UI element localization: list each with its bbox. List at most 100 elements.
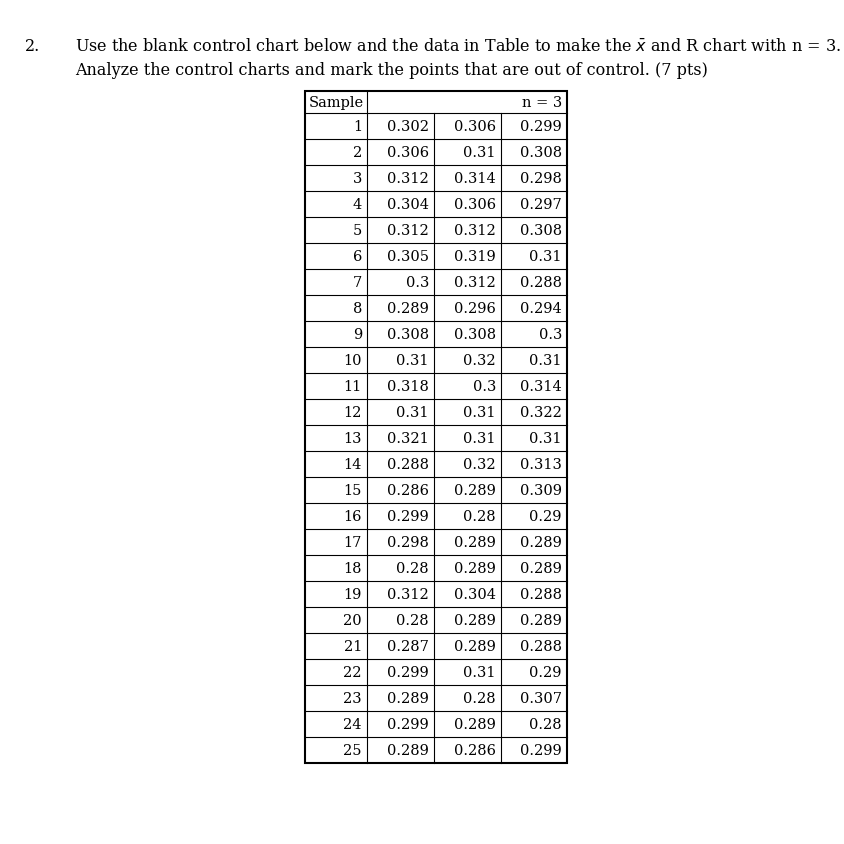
Text: 1: 1 [353, 120, 361, 134]
Text: 0.307: 0.307 [519, 691, 561, 706]
Text: Sample: Sample [309, 96, 364, 110]
Text: 0.289: 0.289 [453, 535, 495, 549]
Text: 0.304: 0.304 [387, 197, 429, 212]
Text: 0.297: 0.297 [520, 197, 561, 212]
Text: 8: 8 [352, 301, 361, 316]
Text: 0.289: 0.289 [453, 717, 495, 731]
Text: 0.308: 0.308 [519, 224, 561, 238]
Text: 0.289: 0.289 [520, 614, 561, 627]
Text: 0.286: 0.286 [387, 484, 429, 497]
Text: 0.288: 0.288 [387, 457, 429, 472]
Text: 0.31: 0.31 [463, 405, 495, 419]
Text: 0.309: 0.309 [519, 484, 561, 497]
Text: 0.28: 0.28 [463, 510, 495, 523]
Text: 0.31: 0.31 [463, 146, 495, 160]
Text: 0.319: 0.319 [454, 250, 495, 263]
Text: 23: 23 [343, 691, 361, 706]
Text: 10: 10 [344, 354, 361, 368]
Text: 0.31: 0.31 [529, 431, 561, 446]
Text: 0.298: 0.298 [520, 172, 561, 186]
Text: 0.299: 0.299 [387, 717, 429, 731]
Text: 14: 14 [344, 457, 361, 472]
Text: 0.31: 0.31 [529, 250, 561, 263]
Text: 0.321: 0.321 [387, 431, 429, 446]
Text: 7: 7 [352, 276, 361, 289]
Text: 0.308: 0.308 [453, 327, 495, 342]
Text: 21: 21 [344, 639, 361, 653]
Text: 0.313: 0.313 [520, 457, 561, 472]
Text: 0.312: 0.312 [454, 276, 495, 289]
Text: 0.288: 0.288 [519, 276, 561, 289]
Text: 0.287: 0.287 [387, 639, 429, 653]
Text: 0.28: 0.28 [396, 561, 429, 576]
Text: 19: 19 [344, 587, 361, 601]
Text: 0.289: 0.289 [520, 535, 561, 549]
Text: 0.302: 0.302 [387, 120, 429, 134]
Text: 0.314: 0.314 [520, 380, 561, 393]
Text: 0.3: 0.3 [472, 380, 495, 393]
Text: 4: 4 [352, 197, 361, 212]
Text: 0.32: 0.32 [463, 457, 495, 472]
Text: 2.: 2. [25, 38, 41, 55]
Text: 0.32: 0.32 [463, 354, 495, 368]
Text: 0.29: 0.29 [529, 510, 561, 523]
Text: 0.289: 0.289 [387, 301, 429, 316]
Text: 0.299: 0.299 [387, 665, 429, 679]
Text: 0.289: 0.289 [520, 561, 561, 576]
Text: 0.31: 0.31 [396, 354, 429, 368]
Text: 0.305: 0.305 [387, 250, 429, 263]
Text: 0.312: 0.312 [387, 172, 429, 186]
Text: 0.288: 0.288 [519, 587, 561, 601]
Text: 0.289: 0.289 [387, 691, 429, 706]
Text: 22: 22 [344, 665, 361, 679]
Text: 0.289: 0.289 [453, 561, 495, 576]
Text: 0.288: 0.288 [519, 639, 561, 653]
Text: 0.294: 0.294 [520, 301, 561, 316]
Text: 0.3: 0.3 [405, 276, 429, 289]
Text: 24: 24 [344, 717, 361, 731]
Text: 11: 11 [344, 380, 361, 393]
Text: 0.31: 0.31 [463, 665, 495, 679]
Text: 0.314: 0.314 [454, 172, 495, 186]
Text: 0.31: 0.31 [463, 431, 495, 446]
Text: 0.299: 0.299 [520, 120, 561, 134]
Text: 0.312: 0.312 [387, 224, 429, 238]
Text: 0.3: 0.3 [538, 327, 561, 342]
Text: n = 3: n = 3 [521, 96, 561, 110]
Text: 0.318: 0.318 [387, 380, 429, 393]
Text: 0.289: 0.289 [387, 743, 429, 757]
Text: 3: 3 [352, 172, 361, 186]
Text: 0.28: 0.28 [396, 614, 429, 627]
Text: 25: 25 [344, 743, 361, 757]
Text: 0.28: 0.28 [463, 691, 495, 706]
Text: 0.298: 0.298 [387, 535, 429, 549]
Text: 2: 2 [352, 146, 361, 160]
Text: 0.31: 0.31 [529, 354, 561, 368]
Text: 0.289: 0.289 [453, 614, 495, 627]
Text: 5: 5 [352, 224, 361, 238]
Text: 0.308: 0.308 [519, 146, 561, 160]
Text: 16: 16 [344, 510, 361, 523]
Text: 0.299: 0.299 [520, 743, 561, 757]
Text: 0.289: 0.289 [453, 639, 495, 653]
Text: 0.286: 0.286 [453, 743, 495, 757]
Text: 17: 17 [344, 535, 361, 549]
Text: Analyze the control charts and mark the points that are out of control. (7 pts): Analyze the control charts and mark the … [75, 62, 707, 78]
Text: 9: 9 [352, 327, 361, 342]
Text: 20: 20 [343, 614, 361, 627]
Bar [305, 92, 566, 763]
Text: 0.304: 0.304 [453, 587, 495, 601]
Text: 0.28: 0.28 [528, 717, 561, 731]
Text: 0.29: 0.29 [529, 665, 561, 679]
Text: 0.312: 0.312 [387, 587, 429, 601]
Text: 0.308: 0.308 [387, 327, 429, 342]
Text: 0.289: 0.289 [453, 484, 495, 497]
Text: 0.299: 0.299 [387, 510, 429, 523]
Text: 0.312: 0.312 [454, 224, 495, 238]
Text: 0.322: 0.322 [520, 405, 561, 419]
Text: 0.306: 0.306 [453, 120, 495, 134]
Text: 0.306: 0.306 [387, 146, 429, 160]
Text: Use the blank control chart below and the data in Table to make the $\bar{x}$ an: Use the blank control chart below and th… [75, 38, 840, 55]
Text: 12: 12 [344, 405, 361, 419]
Text: 15: 15 [344, 484, 361, 497]
